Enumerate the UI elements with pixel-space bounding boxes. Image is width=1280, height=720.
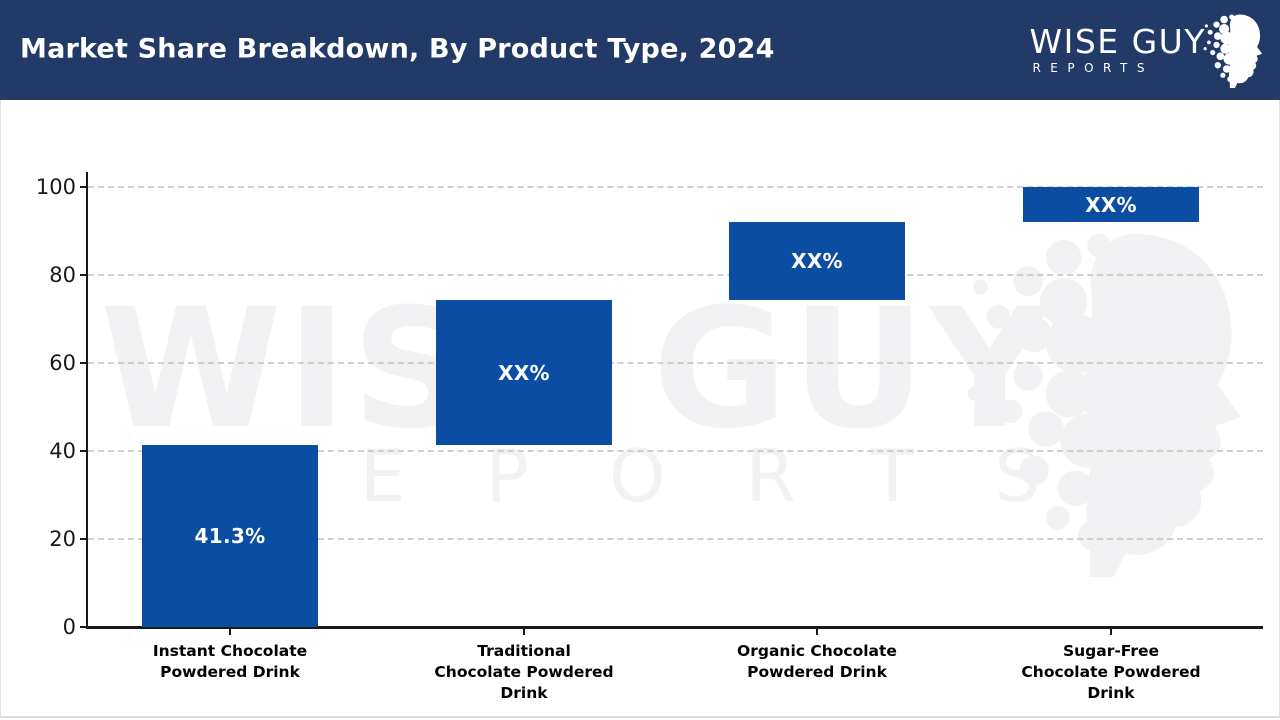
x-tick-mark bbox=[523, 629, 525, 635]
logo-wordmark: WISE GUY bbox=[1029, 22, 1206, 62]
y-tick-label: 80 bbox=[49, 263, 76, 287]
y-tick-label: 40 bbox=[49, 439, 76, 463]
header-banner: Market Share Breakdown, By Product Type,… bbox=[0, 0, 1280, 100]
logo-face-icon bbox=[1203, 14, 1263, 88]
logo-subtext: REPORTS bbox=[1032, 60, 1154, 75]
bar-value-label: XX% bbox=[1085, 192, 1137, 217]
y-tick-mark bbox=[80, 186, 88, 188]
y-tick-label: 60 bbox=[49, 351, 76, 375]
waterfall-bar: 41.3% bbox=[142, 445, 318, 627]
y-tick-label: 100 bbox=[35, 175, 76, 199]
y-tick-mark bbox=[80, 450, 88, 452]
gridline bbox=[88, 538, 1263, 540]
gridline bbox=[88, 362, 1263, 364]
category-label: Traditional Chocolate Powdered Drink bbox=[434, 642, 614, 702]
x-tick-mark bbox=[229, 629, 231, 635]
x-axis-line bbox=[86, 626, 1263, 629]
category-label: Sugar-Free Chocolate Powdered Drink bbox=[1021, 642, 1201, 702]
y-tick-mark bbox=[80, 626, 88, 628]
y-tick-mark bbox=[80, 362, 88, 364]
y-tick-mark bbox=[80, 538, 88, 540]
y-tick-label: 0 bbox=[62, 615, 76, 639]
bar-value-label: XX% bbox=[498, 360, 550, 385]
waterfall-bar: XX% bbox=[1023, 187, 1199, 223]
gridline bbox=[88, 186, 1263, 188]
watermark-subtext: REPORTS bbox=[230, 434, 1121, 518]
x-tick-mark bbox=[1110, 629, 1112, 635]
y-tick-mark bbox=[80, 274, 88, 276]
gridline bbox=[88, 450, 1263, 452]
y-axis-line bbox=[86, 172, 88, 628]
waterfall-bar: XX% bbox=[436, 300, 612, 446]
wiseguy-logo: WISE GUY REPORTS bbox=[1029, 10, 1266, 90]
waterfall-bar: XX% bbox=[729, 222, 905, 301]
chart-title: Market Share Breakdown, By Product Type,… bbox=[20, 33, 775, 65]
x-tick-mark bbox=[816, 629, 818, 635]
y-tick-label: 20 bbox=[49, 527, 76, 551]
gridline bbox=[88, 274, 1263, 276]
bar-value-label: 41.3% bbox=[194, 524, 266, 549]
bar-value-label: XX% bbox=[791, 249, 843, 274]
category-label: Instant Chocolate Powdered Drink bbox=[152, 642, 308, 681]
bottom-hairline bbox=[0, 716, 1280, 718]
logo-text: WISE GUY REPORTS bbox=[1029, 25, 1206, 75]
left-hairline bbox=[0, 100, 1, 718]
category-label: Organic Chocolate Powdered Drink bbox=[737, 642, 897, 681]
